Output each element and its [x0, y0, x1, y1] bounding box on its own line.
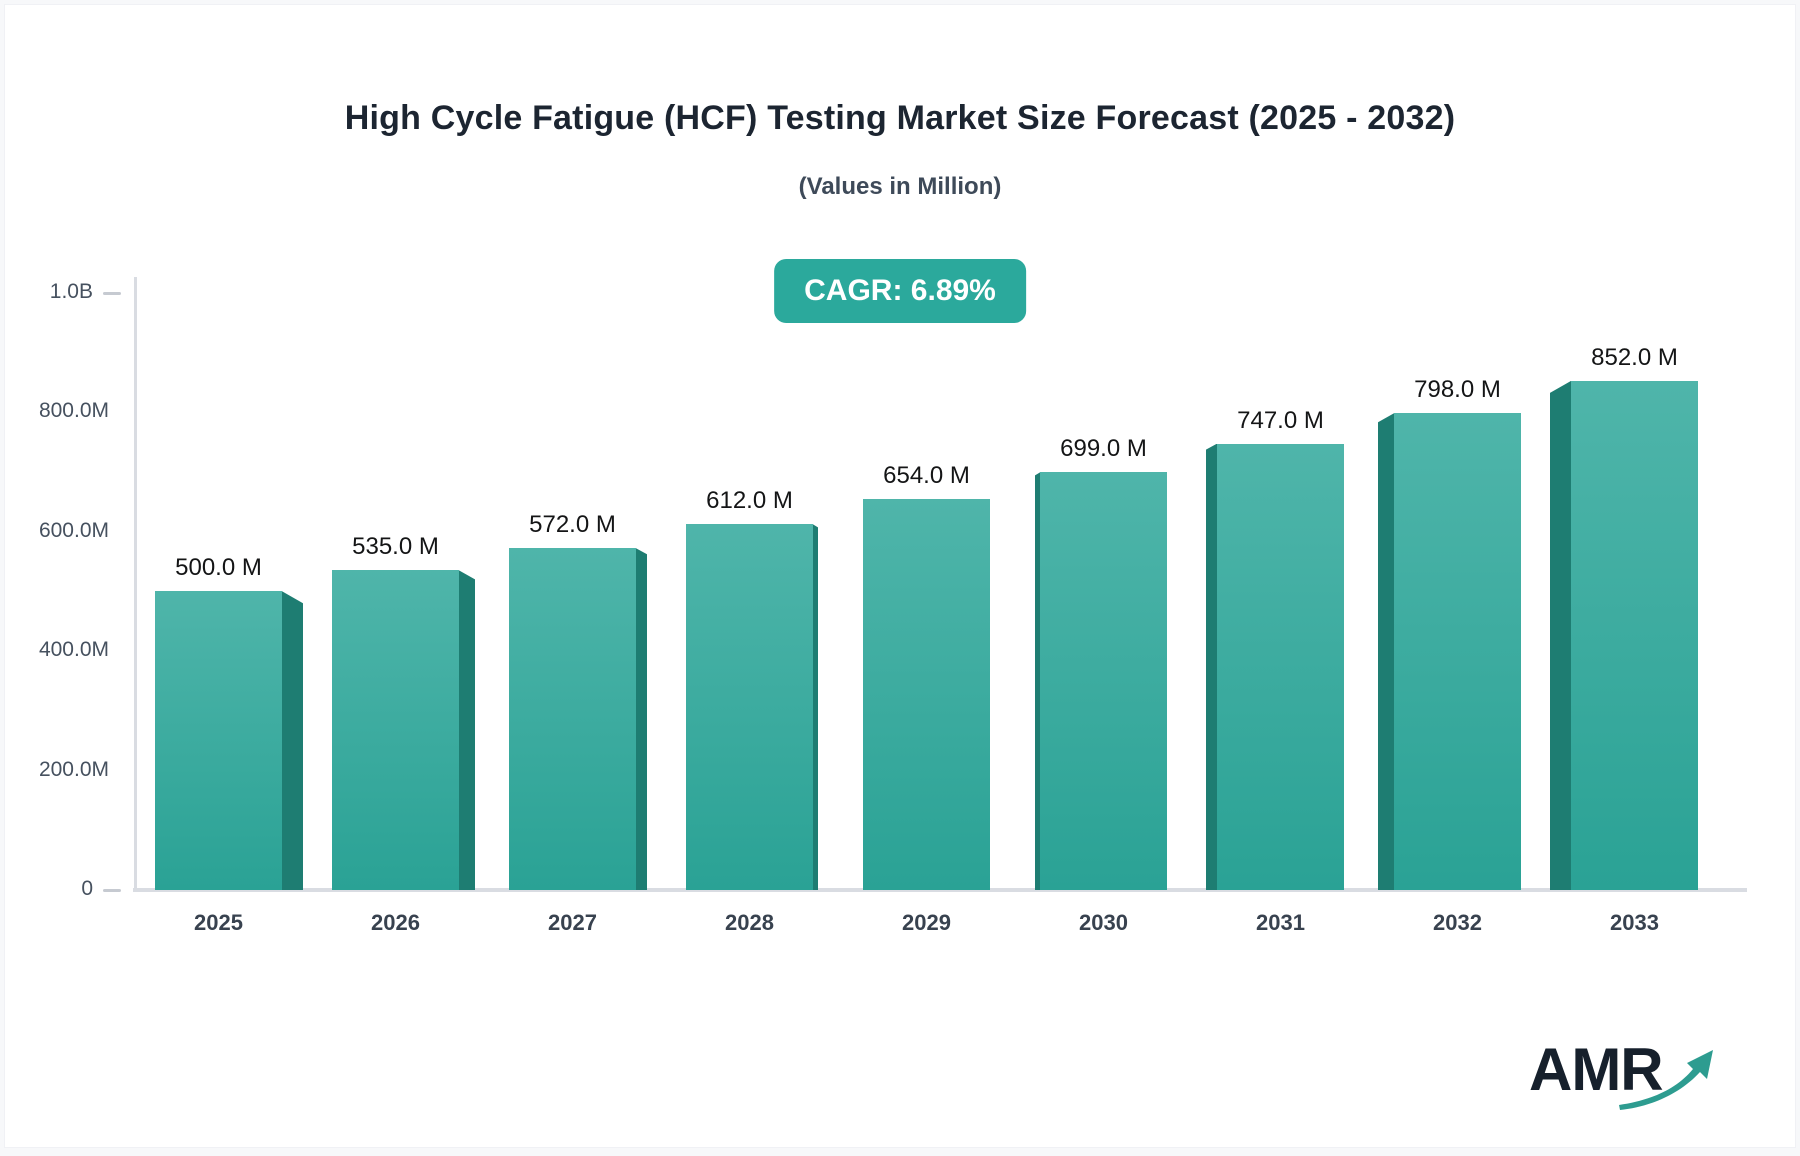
bar-side-2027 [636, 548, 647, 890]
x-tick-label: 2026 [371, 910, 420, 935]
bar-2033[interactable] [1571, 380, 1698, 890]
x-tick-label: 2029 [902, 910, 951, 935]
chart-subtitle: (Values in Million) [798, 173, 1002, 200]
bar-2025[interactable] [155, 591, 282, 890]
chart-card: High Cycle Fatigue (HCF) Testing Market … [4, 4, 1796, 1148]
y-tick-label: 800.0M [38, 399, 109, 422]
y-axis-line [134, 277, 137, 890]
bar-chart-plot: 1.0B 800.0M 600.0M 400.0M 200.0M 0 500.0 M 2025… [5, 5, 1795, 1147]
bar-2028[interactable] [686, 524, 813, 890]
bar-2030[interactable] [1040, 472, 1167, 890]
y-tick-mark [103, 889, 121, 892]
bar-2031[interactable] [1217, 443, 1344, 890]
bar-value-label: 612.0 M [706, 487, 793, 515]
x-axis-line [133, 888, 1747, 892]
y-tick-mark [103, 291, 121, 295]
bar-value-label: 572.0 M [529, 511, 616, 539]
x-tick-label: 2033 [1610, 910, 1659, 935]
bar-2032[interactable] [1394, 413, 1521, 890]
bar-value-label: 852.0 M [1591, 343, 1678, 371]
bar-value-label: 699.0 M [1060, 435, 1147, 463]
chart-title: High Cycle Fatigue (HCF) Testing Market … [344, 99, 1456, 137]
bar-value-label: 535.0 M [352, 533, 439, 561]
bar-side-2030 [1035, 472, 1040, 890]
bar-side-2026 [459, 570, 475, 890]
x-tick-label: 2027 [548, 910, 597, 935]
x-tick-label: 2030 [1079, 910, 1128, 935]
y-tick-label: 600.0M [38, 518, 109, 542]
bar-2026[interactable] [332, 570, 459, 890]
growth-arrow-icon [1619, 1050, 1713, 1110]
y-tick-label: 1.0B [49, 279, 93, 303]
bar-2027[interactable] [509, 548, 636, 890]
bar-value-label: 500.0 M [175, 554, 262, 582]
x-tick-label: 2028 [725, 910, 774, 935]
amr-logo-text: AMR [1529, 1036, 1664, 1103]
bar-value-label: 798.0 M [1414, 376, 1501, 404]
bar-side-2031 [1206, 443, 1217, 890]
bar-value-label: 654.0 M [883, 462, 970, 490]
bar-side-2033 [1550, 380, 1571, 890]
bar-value-label: 747.0 M [1237, 406, 1324, 434]
bar-side-2025 [282, 591, 303, 890]
amr-logo: AMR [1529, 1035, 1729, 1119]
y-tick-label: 200.0M [38, 757, 109, 781]
bar-side-2032 [1378, 413, 1394, 890]
x-tick-label: 2025 [194, 910, 243, 935]
bar-side-2028 [813, 524, 818, 890]
y-tick-label: 400.0M [38, 638, 109, 661]
x-tick-label: 2031 [1256, 910, 1305, 935]
cagr-badge: CAGR: 6.89% [774, 259, 1026, 323]
x-tick-label: 2032 [1433, 910, 1482, 935]
bar-2029[interactable] [863, 499, 990, 890]
y-tick-label: 0 [81, 877, 93, 900]
